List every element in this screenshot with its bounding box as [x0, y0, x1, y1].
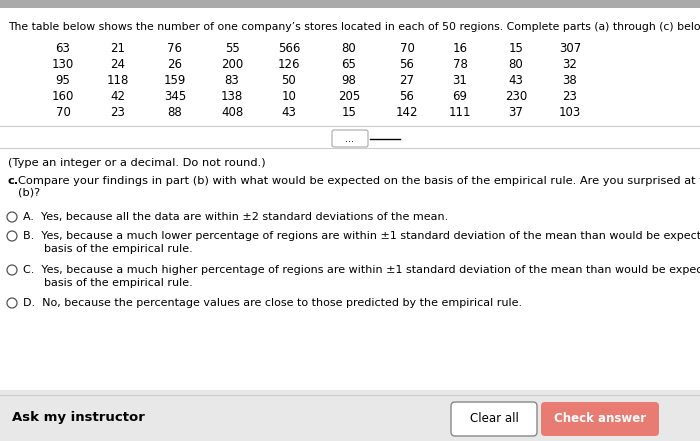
Text: 88: 88 [167, 106, 183, 119]
Text: 205: 205 [338, 90, 360, 103]
Text: 159: 159 [164, 74, 186, 87]
FancyBboxPatch shape [332, 130, 368, 147]
Text: 307: 307 [559, 42, 581, 55]
Text: 31: 31 [453, 74, 468, 87]
Text: 160: 160 [52, 90, 74, 103]
Text: basis of the empirical rule.: basis of the empirical rule. [23, 244, 192, 254]
Text: 24: 24 [111, 58, 125, 71]
Text: 95: 95 [55, 74, 71, 87]
Text: Compare your findings in part (b) with what would be expected on the basis of th: Compare your findings in part (b) with w… [18, 176, 700, 198]
Text: 126: 126 [278, 58, 300, 71]
Text: basis of the empirical rule.: basis of the empirical rule. [23, 278, 192, 288]
Text: 70: 70 [400, 42, 414, 55]
Text: ...: ... [346, 134, 354, 143]
Text: 76: 76 [167, 42, 183, 55]
Text: 142: 142 [395, 106, 419, 119]
Text: 408: 408 [221, 106, 243, 119]
FancyBboxPatch shape [0, 0, 700, 390]
Text: 69: 69 [452, 90, 468, 103]
Text: 23: 23 [111, 106, 125, 119]
Text: A.  Yes, because all the data are within ±2 standard deviations of the mean.: A. Yes, because all the data are within … [23, 212, 448, 222]
Text: (Type an integer or a decimal. Do not round.): (Type an integer or a decimal. Do not ro… [8, 158, 265, 168]
Text: 15: 15 [342, 106, 356, 119]
FancyBboxPatch shape [451, 402, 537, 436]
Text: Ask my instructor: Ask my instructor [12, 411, 145, 425]
Text: 27: 27 [400, 74, 414, 87]
Text: 15: 15 [509, 42, 524, 55]
Text: 200: 200 [221, 58, 243, 71]
Text: 70: 70 [55, 106, 71, 119]
Text: 56: 56 [400, 90, 414, 103]
Text: 56: 56 [400, 58, 414, 71]
Text: 103: 103 [559, 106, 581, 119]
Text: D.  No, because the percentage values are close to those predicted by the empiri: D. No, because the percentage values are… [23, 298, 522, 308]
Text: 42: 42 [111, 90, 125, 103]
Text: 130: 130 [52, 58, 74, 71]
Text: C.  Yes, because a much higher percentage of regions are within ±1 standard devi: C. Yes, because a much higher percentage… [23, 265, 700, 275]
Text: 98: 98 [342, 74, 356, 87]
Text: 118: 118 [107, 74, 130, 87]
Text: 63: 63 [55, 42, 71, 55]
Text: 345: 345 [164, 90, 186, 103]
Text: 80: 80 [509, 58, 524, 71]
Text: 138: 138 [221, 90, 243, 103]
Text: c.: c. [8, 176, 19, 186]
Text: 50: 50 [281, 74, 296, 87]
Text: 111: 111 [449, 106, 471, 119]
Text: 23: 23 [563, 90, 578, 103]
Text: 65: 65 [342, 58, 356, 71]
Text: 78: 78 [453, 58, 468, 71]
Text: 26: 26 [167, 58, 183, 71]
Text: 32: 32 [563, 58, 578, 71]
Text: 43: 43 [281, 106, 296, 119]
Text: B.  Yes, because a much lower percentage of regions are within ±1 standard devia: B. Yes, because a much lower percentage … [23, 231, 700, 241]
Text: 10: 10 [281, 90, 296, 103]
Text: Clear all: Clear all [470, 412, 519, 426]
Text: 21: 21 [111, 42, 125, 55]
Text: 80: 80 [342, 42, 356, 55]
Text: 83: 83 [225, 74, 239, 87]
Text: 43: 43 [509, 74, 524, 87]
Text: 55: 55 [225, 42, 239, 55]
Text: 38: 38 [563, 74, 578, 87]
FancyBboxPatch shape [541, 402, 659, 436]
FancyBboxPatch shape [0, 395, 700, 441]
Text: 566: 566 [278, 42, 300, 55]
FancyBboxPatch shape [0, 0, 700, 8]
Text: 37: 37 [509, 106, 524, 119]
Text: Check answer: Check answer [554, 412, 646, 426]
Text: The table below shows the number of one company’s stores located in each of 50 r: The table below shows the number of one … [8, 22, 700, 32]
Text: 16: 16 [452, 42, 468, 55]
Text: 230: 230 [505, 90, 527, 103]
